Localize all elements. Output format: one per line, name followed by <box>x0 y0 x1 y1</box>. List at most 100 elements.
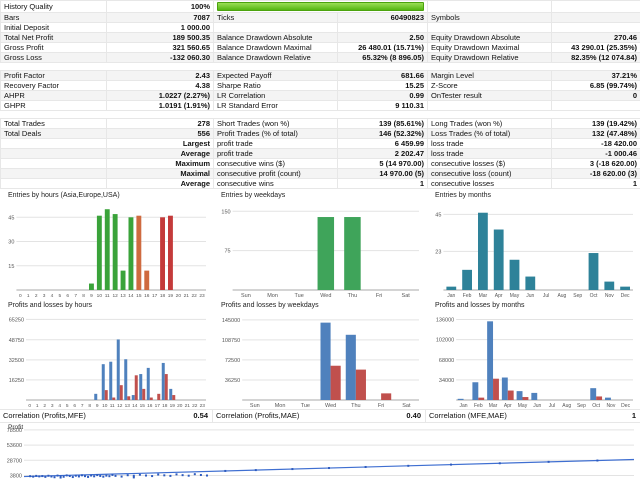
stats-label: Sharpe Ratio <box>214 81 338 91</box>
entries-bar <box>620 287 630 290</box>
stats-label: consecutive wins <box>214 179 338 189</box>
scatter-point <box>44 476 46 478</box>
x-tick-label: 20 <box>177 403 183 409</box>
stats-value: 1 <box>552 179 640 189</box>
profits-bar <box>605 398 611 400</box>
y-tick-label: 102000 <box>436 338 454 344</box>
scatter-point <box>84 475 86 477</box>
x-tick-label: 8 <box>88 403 91 409</box>
stats-value: 556 <box>107 129 214 139</box>
stats-value: 139 (85.61%) <box>338 119 428 129</box>
stats-label: profit trade <box>214 139 338 149</box>
x-tick-label: 7 <box>81 403 84 409</box>
profits-bar <box>517 391 523 400</box>
y-tick-label: 34000 <box>439 378 454 384</box>
scatter-point <box>151 475 153 477</box>
stats-value: 43 290.01 (25.35%) <box>552 43 640 53</box>
stats-value: 1.0191 (1.91%) <box>107 101 214 111</box>
chart-title: Entries by weekdays <box>213 189 427 203</box>
scatter-point <box>29 475 31 477</box>
stats-label: GHPR <box>1 101 107 111</box>
stats-value: 60490823 <box>338 13 428 23</box>
profits-bar <box>487 321 493 400</box>
stats-label: Balance Drawdown Relative <box>214 53 338 63</box>
stats-label: consecutive loss (count) <box>428 169 552 179</box>
profits-bar <box>169 389 172 400</box>
stats-label: LR Correlation <box>214 91 338 101</box>
stats-value: 146 (52.32%) <box>338 129 428 139</box>
scatter-point <box>87 476 89 478</box>
y-tick-label: 36250 <box>225 378 240 384</box>
stats-label: Total Net Profit <box>1 33 107 43</box>
losses-bar <box>157 394 160 400</box>
stats-value: 82.35% (12 074.84) <box>552 53 640 63</box>
history-quality-bar <box>217 2 424 11</box>
stats-value: 6 459.99 <box>338 139 428 149</box>
losses-bar <box>331 366 341 400</box>
scatter-point <box>105 475 107 477</box>
scatter-point <box>328 467 330 469</box>
stats-spacer-row <box>1 63 640 71</box>
x-tick-label: Oct <box>592 403 600 409</box>
scatter-point <box>200 474 202 476</box>
stats-value: 0 <box>552 91 640 101</box>
x-tick-label: Mar <box>489 403 498 409</box>
profits-bar <box>147 368 150 400</box>
scatter-point <box>169 475 171 477</box>
entries-bar <box>589 253 599 290</box>
stats-label: Z-Score <box>428 81 552 91</box>
x-tick-label: 2 <box>43 403 46 409</box>
scatter-point <box>111 474 113 476</box>
scatter-point <box>291 468 293 470</box>
history-quality-bar-cell <box>214 1 428 13</box>
chart-title: Entries by months <box>427 189 640 203</box>
stats-value: 100% <box>107 1 214 13</box>
stats-value: 5 (14 970.00) <box>338 159 428 169</box>
chart-title: Entries by hours (Asia,Europe,USA) <box>0 189 213 203</box>
stats-label: Bars <box>1 13 107 23</box>
scatter-point <box>96 474 98 476</box>
y-tick-label: 136000 <box>436 318 454 324</box>
x-tick-label: Jun <box>533 403 541 409</box>
profits-bar <box>102 364 105 400</box>
stats-label: Equity Drawdown Relative <box>428 53 552 63</box>
x-tick-label: 13 <box>125 403 131 409</box>
chart-title: Profits and losses by hours <box>0 299 213 313</box>
scatter-point <box>182 474 184 476</box>
stats-label: consecutive losses <box>428 179 552 189</box>
scatter-point <box>407 465 409 467</box>
stats-value: -18 420.00 <box>552 139 640 149</box>
stats-value: -18 620.00 (3) <box>552 169 640 179</box>
x-tick-label: 4 <box>58 403 61 409</box>
y-tick-label: 3800 <box>10 473 22 479</box>
losses-bar <box>165 374 168 400</box>
stats-value: 139 (19.42%) <box>552 119 640 129</box>
y-tick-label: 30 <box>8 240 14 246</box>
entries-bar <box>462 270 472 290</box>
scatter-point <box>69 475 71 477</box>
correlation-profits-mae: Correlation (Profits,MAE) 0.40 <box>213 410 426 422</box>
scatter-point <box>81 474 83 476</box>
scatter-point <box>127 474 129 476</box>
entries-bar <box>525 277 535 290</box>
x-tick-label: Tue <box>301 403 310 409</box>
scatter-point <box>72 476 74 478</box>
stats-label: loss trade <box>428 149 552 159</box>
correlation-value: 0.54 <box>193 410 212 422</box>
stats-value: 4.38 <box>107 81 214 91</box>
stats-value: Largest <box>107 139 214 149</box>
stats-value: 132 (47.48%) <box>552 129 640 139</box>
